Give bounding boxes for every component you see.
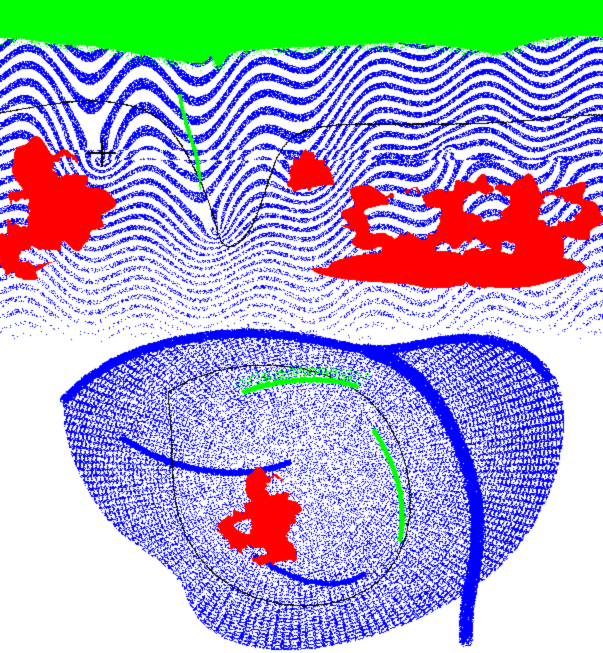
field-visualization-canvas[interactable] [0, 0, 603, 653]
visualization-root: 2D vertical cross-section green-surface-… [0, 0, 603, 653]
